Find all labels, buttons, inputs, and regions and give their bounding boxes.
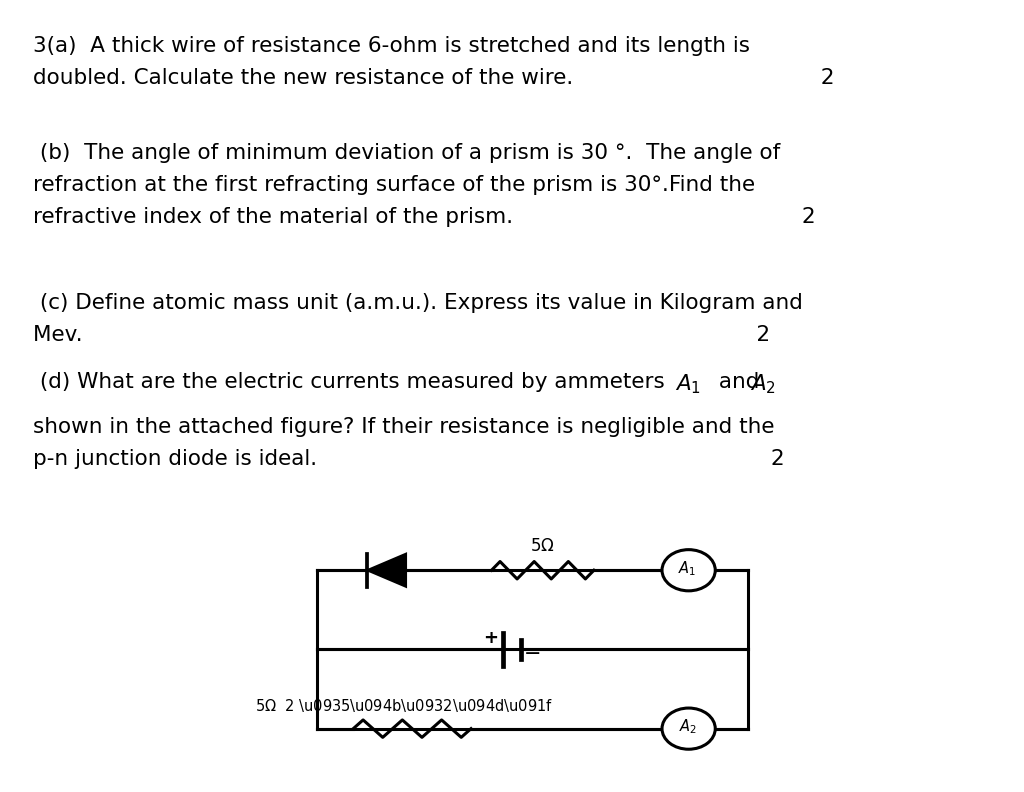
Circle shape (663, 708, 716, 749)
Text: −: − (523, 644, 542, 664)
Text: (b)  The angle of minimum deviation of a prism is 30 °.  The angle of
refraction: (b) The angle of minimum deviation of a … (33, 143, 815, 227)
Text: 5$\Omega$  2 \u0935\u094b\u0932\u094d\u091f: 5$\Omega$ 2 \u0935\u094b\u0932\u094d\u09… (255, 697, 554, 714)
Text: shown in the attached figure? If their resistance is negligible and the
p-n junc: shown in the attached figure? If their r… (33, 417, 784, 470)
Text: (c) Define atomic mass unit (a.m.u.). Express its value in Kilogram and
Mev.    : (c) Define atomic mass unit (a.m.u.). Ex… (33, 293, 803, 345)
Text: $A_2$: $A_2$ (750, 372, 775, 396)
Text: 5$\Omega$: 5$\Omega$ (530, 537, 555, 555)
Polygon shape (368, 554, 406, 587)
Text: 3(a)  A thick wire of resistance 6-ohm is stretched and its length is
doubled. C: 3(a) A thick wire of resistance 6-ohm is… (33, 36, 835, 88)
Text: +: + (483, 630, 498, 647)
Text: $A_1$: $A_1$ (679, 559, 696, 578)
Text: $A_1$: $A_1$ (675, 372, 700, 396)
Text: and: and (712, 372, 766, 392)
Text: (d) What are the electric currents measured by ammeters: (d) What are the electric currents measu… (33, 372, 672, 392)
Text: $A_2$: $A_2$ (679, 718, 696, 737)
Circle shape (663, 550, 716, 591)
